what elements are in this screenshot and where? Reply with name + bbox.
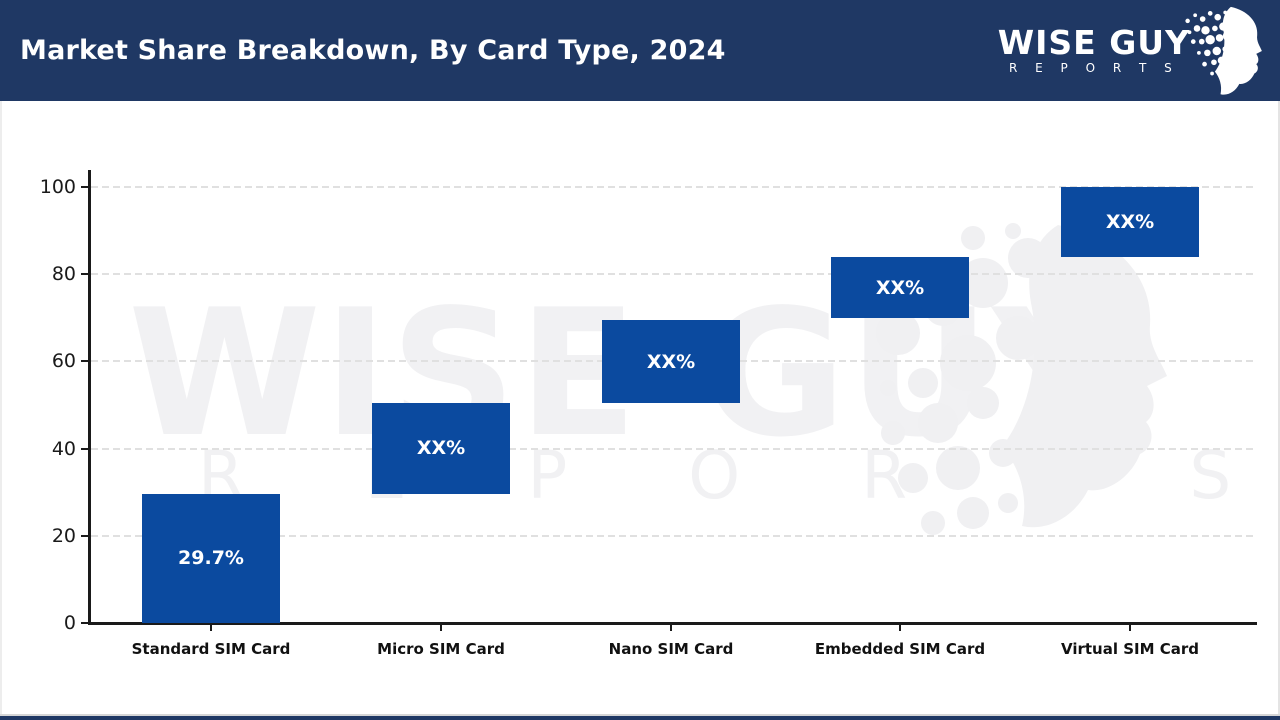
x-axis-category-label: Embedded SIM Card — [814, 640, 986, 658]
y-axis-tick — [81, 447, 88, 450]
waterfall-bar: XX% — [831, 257, 969, 319]
x-axis-category-label: Virtual SIM Card — [1060, 640, 1200, 658]
x-axis-category-label: Micro SIM Card — [377, 640, 505, 658]
watermark-text-line2: R E P O R T S — [198, 437, 1280, 514]
x-axis-tick — [670, 625, 672, 631]
y-axis-tick — [81, 273, 88, 276]
brand-head-icon — [1185, 6, 1262, 95]
y-gridline — [91, 186, 1257, 188]
y-axis-tick-label: 60 — [51, 350, 76, 373]
y-axis-tick-label: 80 — [51, 263, 76, 286]
bar-value-label: XX% — [646, 350, 696, 373]
waterfall-bar: XX% — [1061, 187, 1199, 258]
y-gridline — [91, 534, 1257, 537]
y-axis-tick-label: 20 — [51, 524, 76, 547]
x-axis-tick — [210, 625, 212, 631]
brand-logo-text: WISE GUY R E P O R T S — [997, 22, 1190, 76]
y-axis-tick — [81, 360, 88, 363]
header-bar: Market Share Breakdown, By Card Type, 20… — [0, 0, 1280, 101]
y-gridline — [91, 447, 1257, 450]
y-axis-tick — [81, 622, 88, 624]
y-gridline — [91, 273, 1257, 276]
y-axis-line — [88, 169, 91, 625]
brand-name: WISE GUY — [997, 22, 1190, 62]
brand-subtitle: R E P O R T S — [1008, 61, 1179, 76]
footer-divider — [0, 714, 1280, 716]
footer-bar — [0, 716, 1280, 720]
x-axis-tick — [1129, 625, 1131, 631]
bar-value-label: 29.7% — [178, 547, 244, 570]
y-axis-tick — [81, 534, 88, 537]
y-axis-tick-label: 100 — [39, 176, 76, 198]
x-axis-category-label: Nano SIM Card — [608, 640, 734, 658]
x-axis-category-label: Standard SIM Card — [131, 640, 291, 658]
waterfall-bar: 29.7% — [142, 493, 280, 623]
x-axis-tick — [440, 625, 442, 631]
x-axis-tick — [899, 625, 901, 631]
page-title: Market Share Breakdown, By Card Type, 20… — [20, 35, 726, 66]
waterfall-bar: XX% — [602, 319, 740, 404]
y-axis-tick — [81, 186, 88, 188]
brand-logo: WISE GUY R E P O R T S — [998, 4, 1268, 98]
y-axis-tick-label: 0 — [63, 612, 76, 634]
y-axis-tick-label: 40 — [51, 437, 76, 460]
waterfall-bar: XX% — [372, 403, 510, 494]
bar-value-label: XX% — [875, 276, 925, 299]
bar-value-label: XX% — [416, 437, 466, 460]
x-axis-line — [88, 622, 1257, 625]
bar-value-label: XX% — [1105, 211, 1155, 234]
